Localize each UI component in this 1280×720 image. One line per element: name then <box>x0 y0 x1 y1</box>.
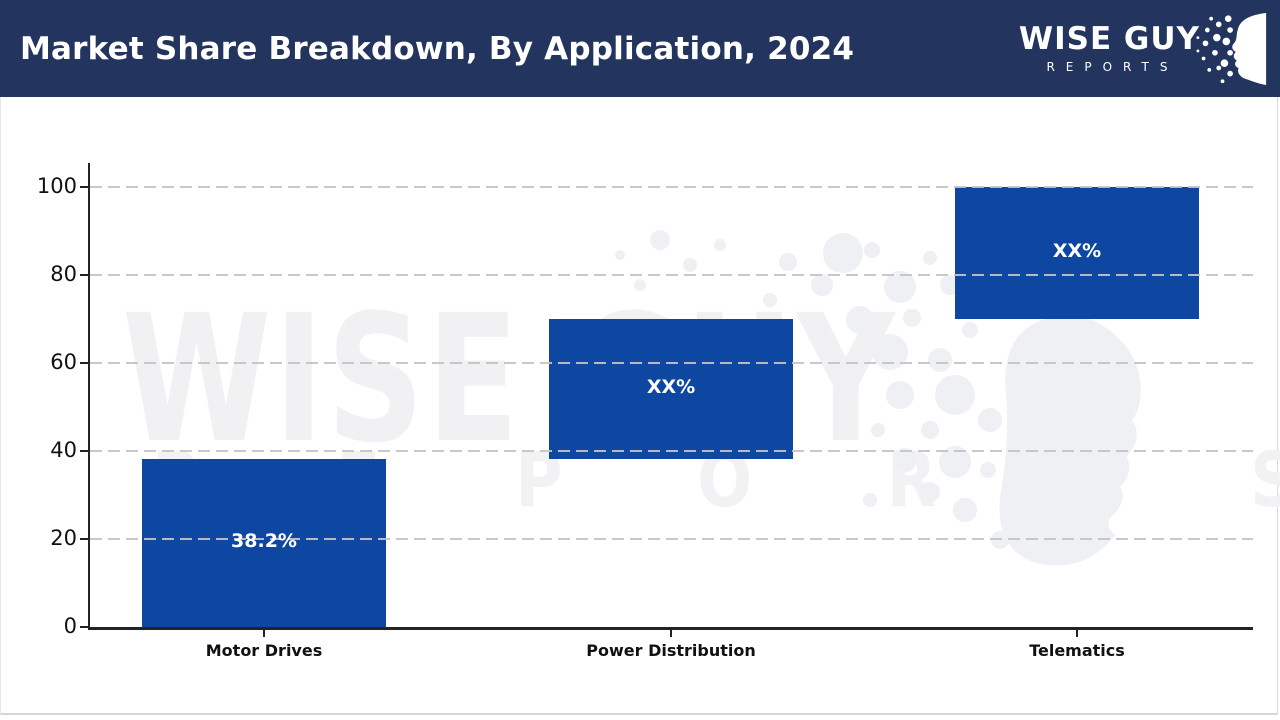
y-axis-tick-label: 40 <box>50 437 77 462</box>
x-axis-spine <box>88 627 1253 630</box>
brand-face-icon <box>1196 12 1267 85</box>
y-axis-tick <box>80 449 88 452</box>
x-axis-category-label: Power Distribution <box>586 641 756 660</box>
brand-name: WISE GUY <box>1018 20 1200 57</box>
gridline <box>90 449 1253 452</box>
y-axis-spine <box>88 163 90 630</box>
y-axis-tick <box>80 537 88 540</box>
bar-value-label: XX% <box>1052 239 1102 262</box>
y-axis-tick-label: 80 <box>50 261 77 286</box>
y-axis-tick-label: 20 <box>50 525 77 550</box>
gridline <box>90 537 1253 540</box>
y-axis-tick <box>80 273 88 276</box>
y-axis-tick-label: 60 <box>50 349 77 374</box>
bar-motor-drives <box>142 458 386 627</box>
gridline <box>90 273 1253 276</box>
brand-logo-text: WISE GUY REPORTS <box>1018 20 1200 74</box>
gridline <box>90 361 1253 364</box>
content-frame <box>0 97 1278 715</box>
gridline <box>90 185 1253 188</box>
y-axis-tick <box>80 185 88 188</box>
header-banner: Market Share Breakdown, By Application, … <box>0 0 1280 97</box>
y-axis-tick <box>80 361 88 364</box>
brand-subtitle: REPORTS <box>1046 59 1179 74</box>
bar-value-label: 38.2% <box>231 529 297 552</box>
bar-value-label: XX% <box>646 375 696 398</box>
bar-power-distribution <box>549 318 793 459</box>
bar-telematics <box>955 186 1199 319</box>
chart-title: Market Share Breakdown, By Application, … <box>20 30 855 67</box>
y-axis-tick-label: 0 <box>63 614 77 638</box>
y-axis-tick <box>80 626 88 628</box>
x-axis-category-label: Telematics <box>1029 641 1125 660</box>
y-axis-tick-label: 100 <box>36 173 77 198</box>
x-axis-category-label: Motor Drives <box>205 641 323 660</box>
x-axis-tick <box>263 629 265 637</box>
brand-logo: WISE GUY REPORTS <box>1019 9 1268 89</box>
x-axis-tick <box>1076 629 1078 637</box>
x-axis-tick <box>670 629 672 637</box>
